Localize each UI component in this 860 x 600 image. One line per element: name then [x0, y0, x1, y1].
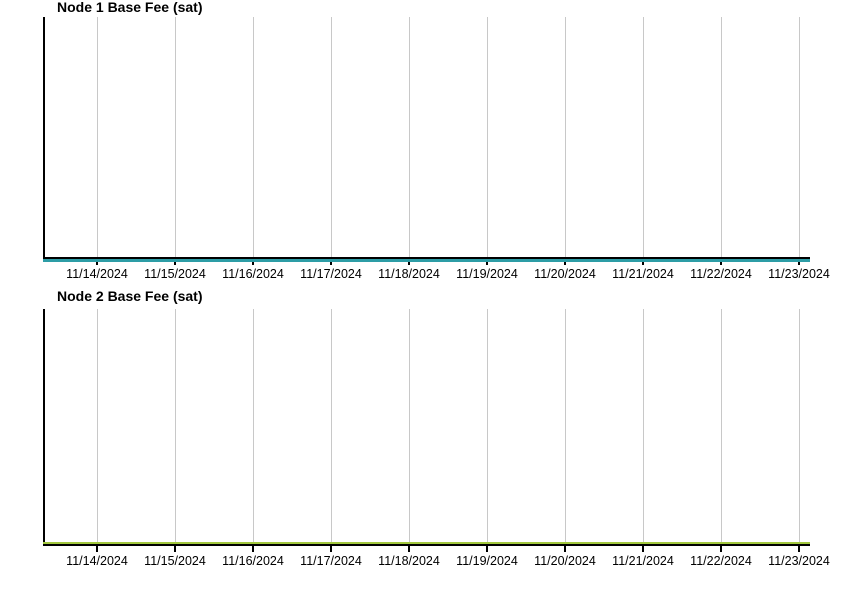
- tick-mark: [564, 259, 566, 265]
- plot-area-node1: 11/14/2024 11/15/2024 11/16/2024 11/17/2024…: [43, 17, 830, 281]
- gridline: [330, 309, 332, 544]
- series-line: [43, 541, 810, 544]
- x-axis-label: 11/22/2024: [690, 267, 752, 281]
- plot-area-node2: 11/14/2024 11/15/2024 11/16/2024 11/17/2024…: [43, 309, 830, 568]
- chart-title-node1: Node 1 Base Fee (sat): [57, 0, 203, 15]
- x-axis-label: 11/15/2024: [144, 267, 206, 281]
- chart-title-node2: Node 2 Base Fee (sat): [57, 288, 203, 304]
- tick-mark: [96, 259, 98, 265]
- y-axis-line: [43, 17, 45, 259]
- series-line: [43, 259, 810, 262]
- tick-mark: [486, 259, 488, 265]
- tick-mark: [252, 259, 254, 265]
- gridline: [330, 17, 332, 257]
- tick-mark: [408, 546, 410, 552]
- tick-mark: [486, 546, 488, 552]
- gridline: [174, 17, 176, 257]
- gridline: [174, 309, 176, 544]
- x-axis-label: 11/22/2024: [690, 554, 752, 568]
- x-axis-label: 11/14/2024: [66, 267, 128, 281]
- x-axis-label: 11/16/2024: [222, 267, 284, 281]
- x-axis-label: 11/20/2024: [534, 554, 596, 568]
- tick-mark: [720, 259, 722, 265]
- x-axis-label: 11/21/2024: [612, 267, 674, 281]
- gridline: [798, 309, 800, 544]
- gridline: [720, 309, 722, 544]
- tick-mark: [798, 546, 800, 552]
- tick-mark: [174, 259, 176, 265]
- gridline: [408, 17, 410, 257]
- x-axis-label: 11/23/2024: [768, 554, 830, 568]
- x-axis-label: 11/23/2024: [768, 267, 830, 281]
- x-axis-label: 11/17/2024: [300, 267, 362, 281]
- tick-mark: [330, 259, 332, 265]
- tick-mark: [252, 546, 254, 552]
- x-axis-label: 11/16/2024: [222, 554, 284, 568]
- gridline: [642, 17, 644, 257]
- gridline: [408, 309, 410, 544]
- tick-mark: [96, 546, 98, 552]
- x-axis-label: 11/15/2024: [144, 554, 206, 568]
- x-axis-label: 11/18/2024: [378, 554, 440, 568]
- y-axis-line: [43, 309, 45, 546]
- x-axis-label: 11/20/2024: [534, 267, 596, 281]
- gridline: [486, 309, 488, 544]
- gridline: [252, 309, 254, 544]
- gridline: [564, 309, 566, 544]
- gridline: [642, 309, 644, 544]
- tick-mark: [798, 259, 800, 265]
- tick-mark: [564, 546, 566, 552]
- x-axis-line: [43, 544, 810, 546]
- tick-mark: [408, 259, 410, 265]
- gridline: [564, 17, 566, 257]
- gridline: [96, 17, 98, 257]
- gridline: [252, 17, 254, 257]
- x-axis-label: 11/19/2024: [456, 267, 518, 281]
- tick-mark: [174, 546, 176, 552]
- tick-mark: [642, 259, 644, 265]
- x-axis-label: 11/14/2024: [66, 554, 128, 568]
- x-axis-line: [43, 257, 810, 259]
- x-axis-label: 11/21/2024: [612, 554, 674, 568]
- x-axis-label: 11/18/2024: [378, 267, 440, 281]
- tick-mark: [642, 546, 644, 552]
- gridline: [798, 17, 800, 257]
- gridline: [96, 309, 98, 544]
- gridline: [486, 17, 488, 257]
- x-axis-label: 11/19/2024: [456, 554, 518, 568]
- gridline: [720, 17, 722, 257]
- x-axis-label: 11/17/2024: [300, 554, 362, 568]
- tick-mark: [720, 546, 722, 552]
- tick-mark: [330, 546, 332, 552]
